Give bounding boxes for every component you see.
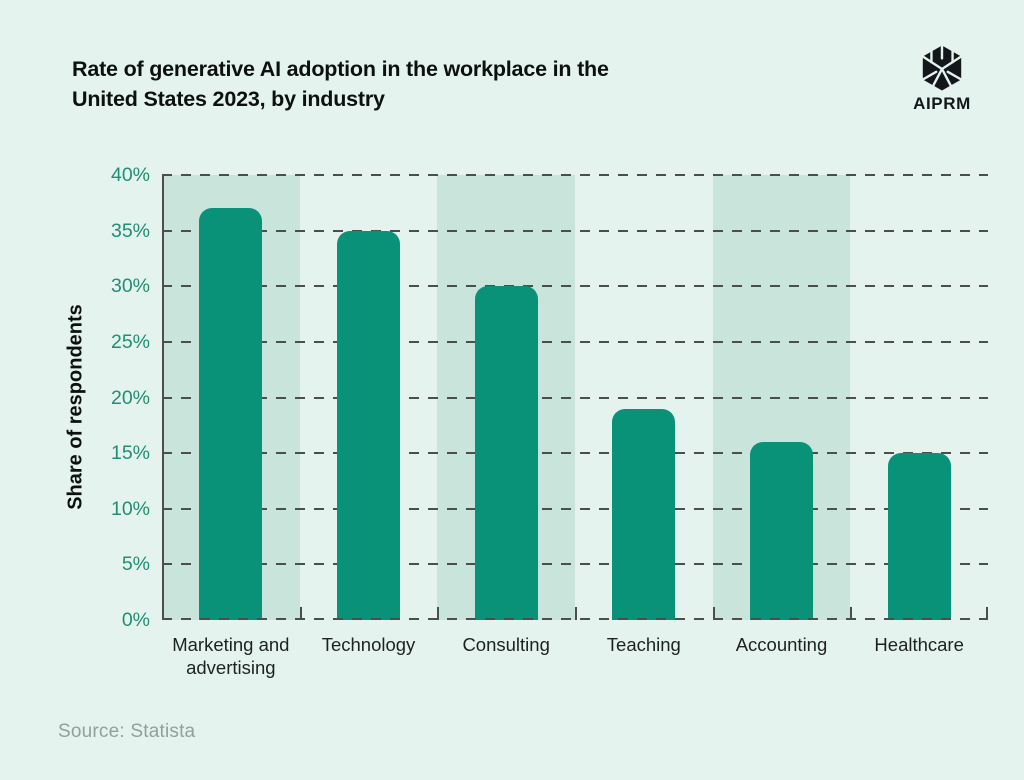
y-axis-title: Share of respondents (64, 304, 87, 510)
chart-title-line1: Rate of generative AI adoption in the wo… (72, 57, 609, 81)
category-label-technology: Technology (321, 634, 416, 655)
x-axis-tick (850, 607, 853, 620)
y-tick-label-30-percent: 30% (110, 275, 150, 298)
source-attribution: Source: Statista (58, 721, 196, 742)
chart-title-line2: United States 2023, by industry (72, 87, 385, 111)
gridline-10-percent (162, 507, 988, 510)
x-axis-tick (575, 607, 577, 620)
category-label-consulting: Consulting (462, 634, 550, 655)
x-axis-tick (162, 607, 164, 620)
gridline-25-percent (162, 340, 988, 343)
y-tick-label-20-percent: 20% (110, 386, 150, 409)
y-tick-label-0-percent: 0% (121, 609, 150, 631)
bar-consulting (474, 286, 538, 620)
gridline-30-percent (162, 285, 988, 288)
x-axis-tick (712, 607, 715, 620)
bar-marketing-and-advertising (199, 208, 263, 620)
x-axis-tick (437, 607, 440, 620)
y-axis-line (162, 175, 164, 620)
y-tick-label-15-percent: 15% (110, 442, 150, 465)
bar-chart-plot-area: 40% 35% 30% 25% 20% 15% 10% 5% 0% Marketing and a… (111, 164, 988, 678)
chart-title: Rate of generative AI adoption in the wo… (72, 54, 609, 114)
gridline-5-percent (162, 563, 988, 566)
aiprm-brand-name: AIPRM (913, 94, 971, 113)
gridline-15-percent (162, 452, 988, 455)
x-axis-tick (986, 607, 988, 620)
gridline-20-percent (162, 396, 988, 399)
y-tick-label-25-percent: 25% (110, 330, 150, 353)
bar-teaching (612, 408, 676, 620)
gridline-35-percent (162, 229, 988, 232)
y-tick-label-5-percent: 5% (121, 553, 150, 576)
y-tick-label-40-percent: 40% (110, 164, 150, 186)
category-label-teaching: Teaching (606, 634, 681, 655)
bar-accounting (750, 442, 813, 620)
aiprm-brand: AIPRM (902, 44, 982, 114)
category-label-accounting: Accounting (735, 634, 828, 655)
category-label-marketing-and-advertising: Marketing and advertising (172, 634, 290, 678)
y-tick-label-10-percent: 10% (110, 497, 150, 520)
bar-healthcare (887, 453, 951, 620)
category-label-healthcare: Healthcare (874, 634, 964, 655)
gridline-40-percent (162, 174, 988, 176)
x-axis-tick (299, 607, 302, 620)
y-tick-label-35-percent: 35% (110, 219, 150, 242)
bar-technology (337, 230, 400, 620)
aiprm-logo-icon (921, 44, 963, 91)
